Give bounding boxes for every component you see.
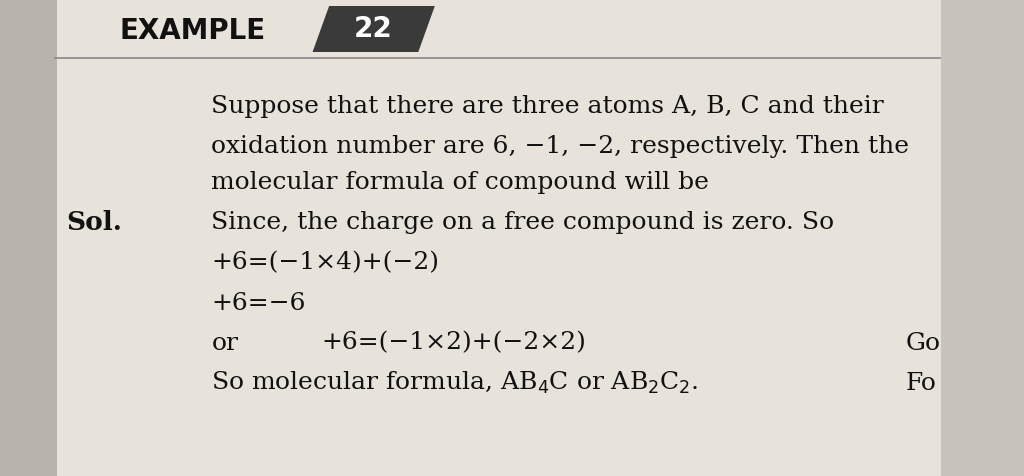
Text: Since, the charge on a free compound is zero. So: Since, the charge on a free compound is … <box>211 211 835 235</box>
Text: +6=(−1×4)+(−2): +6=(−1×4)+(−2) <box>211 251 439 275</box>
Text: or: or <box>211 331 239 355</box>
Text: Suppose that there are three atoms A, B, C and their: Suppose that there are three atoms A, B,… <box>211 95 884 118</box>
Text: molecular formula of compound will be: molecular formula of compound will be <box>211 171 710 195</box>
Text: +6=−6: +6=−6 <box>211 291 306 315</box>
FancyBboxPatch shape <box>55 0 941 476</box>
Text: So molecular formula, AB$_4$C or AB$_2$C$_2$.: So molecular formula, AB$_4$C or AB$_2$C… <box>211 370 698 396</box>
FancyBboxPatch shape <box>0 0 57 476</box>
Text: +6=(−1×2)+(−2×2): +6=(−1×2)+(−2×2) <box>322 331 587 355</box>
Text: Fo: Fo <box>905 371 936 395</box>
Text: EXAMPLE: EXAMPLE <box>120 17 265 45</box>
Text: Go: Go <box>905 331 940 355</box>
Polygon shape <box>312 6 435 52</box>
Text: oxidation number are 6, −1, −2, respectively. Then the: oxidation number are 6, −1, −2, respecti… <box>211 135 909 158</box>
Text: 22: 22 <box>354 15 392 43</box>
Text: Sol.: Sol. <box>67 210 122 236</box>
